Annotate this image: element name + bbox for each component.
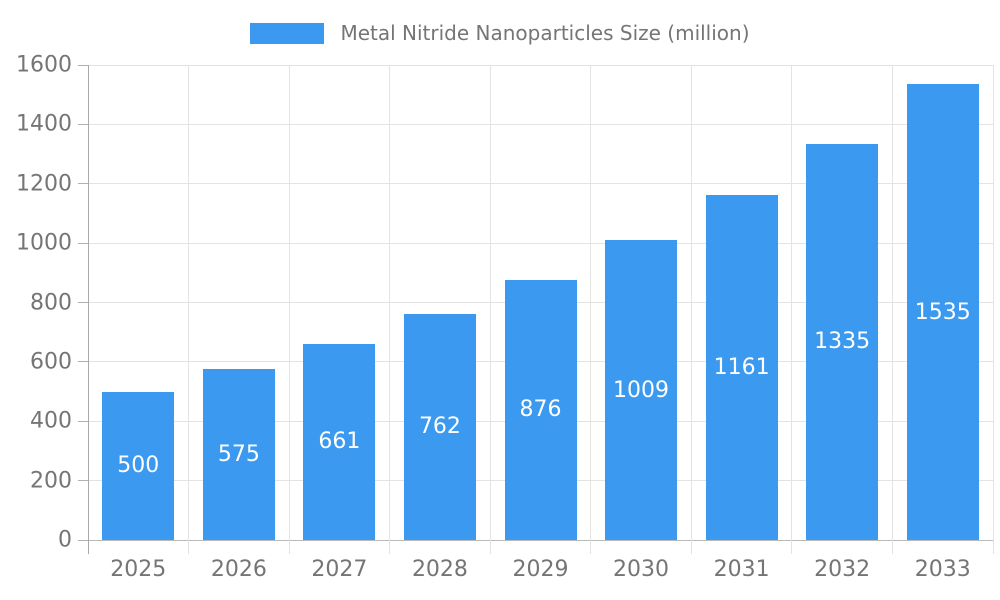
h-gridline [88,64,993,66]
x-tick-label: 2032 [814,557,871,582]
legend-label: Metal Nitride Nanoparticles Size (millio… [340,21,750,45]
y-axis-tick [78,242,88,244]
y-axis-tick [78,539,88,541]
x-tick-label: 2025 [110,557,167,582]
bar-2029[interactable]: 876 [504,279,577,540]
v-gridline [590,65,592,554]
bar-2031[interactable]: 1161 [705,195,778,540]
bar-value-label: 575 [217,442,260,468]
v-gridline [489,65,491,554]
legend[interactable]: Metal Nitride Nanoparticles Size (millio… [0,10,1000,56]
x-tick-label: 2029 [512,557,569,582]
h-gridline [88,183,993,185]
y-tick-label: 800 [30,290,72,315]
x-tick-label: 2030 [613,557,670,582]
bar-2032[interactable]: 1335 [806,143,879,540]
x-tick-label: 2028 [411,557,468,582]
y-tick-label: 1400 [16,111,72,137]
bar-value-label: 1009 [613,377,670,403]
h-gridline [88,123,993,125]
bar-2025[interactable]: 500 [102,391,175,540]
y-tick-label: 600 [30,349,72,375]
h-gridline [88,539,993,541]
y-axis-tick [78,123,88,125]
y-axis-tick [78,64,88,66]
bar-2027[interactable]: 661 [303,343,376,540]
v-gridline [188,65,190,554]
legend-swatch [250,22,325,44]
x-tick-label: 2033 [914,557,971,582]
bar-value-label: 762 [418,414,461,440]
x-axis-labels: 2025 2026 2027 2028 2029 2030 2031 2032 2033 [88,557,993,587]
y-axis-tick [78,302,88,303]
y-tick-label: 1600 [16,52,72,78]
v-gridline [389,65,391,554]
bar-value-label: 1535 [914,299,971,325]
h-gridline [88,242,993,244]
y-axis-tick [78,361,88,363]
x-tick-label: 2026 [210,557,267,582]
y-axis-line [88,65,89,554]
v-gridline [992,65,994,554]
plot-area: 500 575 661 762 876 1009 1161 1335 1535 [78,64,994,554]
bar-2033[interactable]: 1535 [906,84,979,540]
y-axis-tick [78,183,88,185]
x-tick-label: 2027 [311,557,368,582]
v-gridline [891,65,893,554]
bar-value-label: 500 [117,453,160,479]
y-axis-tick [78,480,88,482]
y-tick-label: 1200 [16,171,72,197]
y-tick-label: 200 [30,468,72,494]
x-tick-label: 2031 [713,557,770,582]
y-axis-tick [78,420,88,422]
bar-value-label: 1161 [713,355,770,381]
y-tick-label: 400 [30,408,72,434]
bar-value-label: 876 [519,397,562,423]
bar-2028[interactable]: 762 [403,313,476,540]
bar-2026[interactable]: 575 [202,369,275,540]
y-tick-label: 0 [58,527,72,553]
v-gridline [288,65,290,554]
bar-value-label: 661 [318,429,361,455]
bar-2030[interactable]: 1009 [605,240,678,540]
bar-value-label: 1335 [814,329,871,355]
y-tick-label: 1000 [16,230,72,256]
v-gridline [791,65,793,554]
v-gridline [690,65,692,554]
y-axis-labels: 0 200 400 600 800 1000 1200 1400 1600 [0,53,72,553]
